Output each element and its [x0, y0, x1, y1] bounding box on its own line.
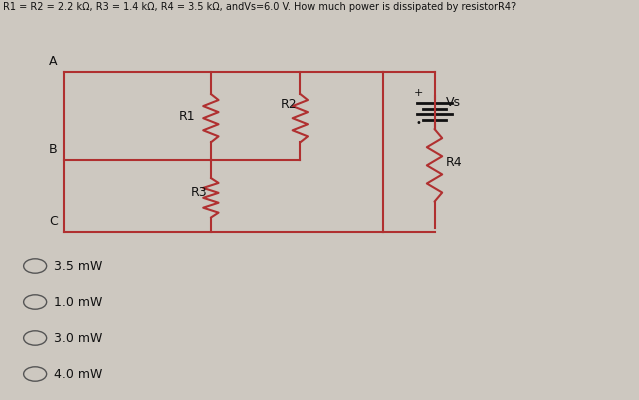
Text: R2: R2 — [281, 98, 297, 110]
Text: 4.0 mW: 4.0 mW — [54, 368, 103, 380]
Text: C: C — [49, 215, 58, 228]
Text: A: A — [49, 55, 58, 68]
Text: 1.0 mW: 1.0 mW — [54, 296, 103, 308]
Text: R1 = R2 = 2.2 kΩ, R3 = 1.4 kΩ, R4 = 3.5 kΩ, andVs=6.0 V. How much power is dissi: R1 = R2 = 2.2 kΩ, R3 = 1.4 kΩ, R4 = 3.5 … — [3, 2, 516, 12]
Text: 3.5 mW: 3.5 mW — [54, 260, 103, 272]
Text: +: + — [414, 88, 423, 98]
Text: 3.0 mW: 3.0 mW — [54, 332, 103, 344]
Text: R3: R3 — [191, 186, 208, 198]
Text: Vs: Vs — [446, 96, 461, 109]
Text: R4: R4 — [446, 156, 463, 168]
Text: •: • — [415, 118, 422, 128]
Text: B: B — [49, 143, 58, 156]
Text: R1: R1 — [178, 110, 195, 122]
